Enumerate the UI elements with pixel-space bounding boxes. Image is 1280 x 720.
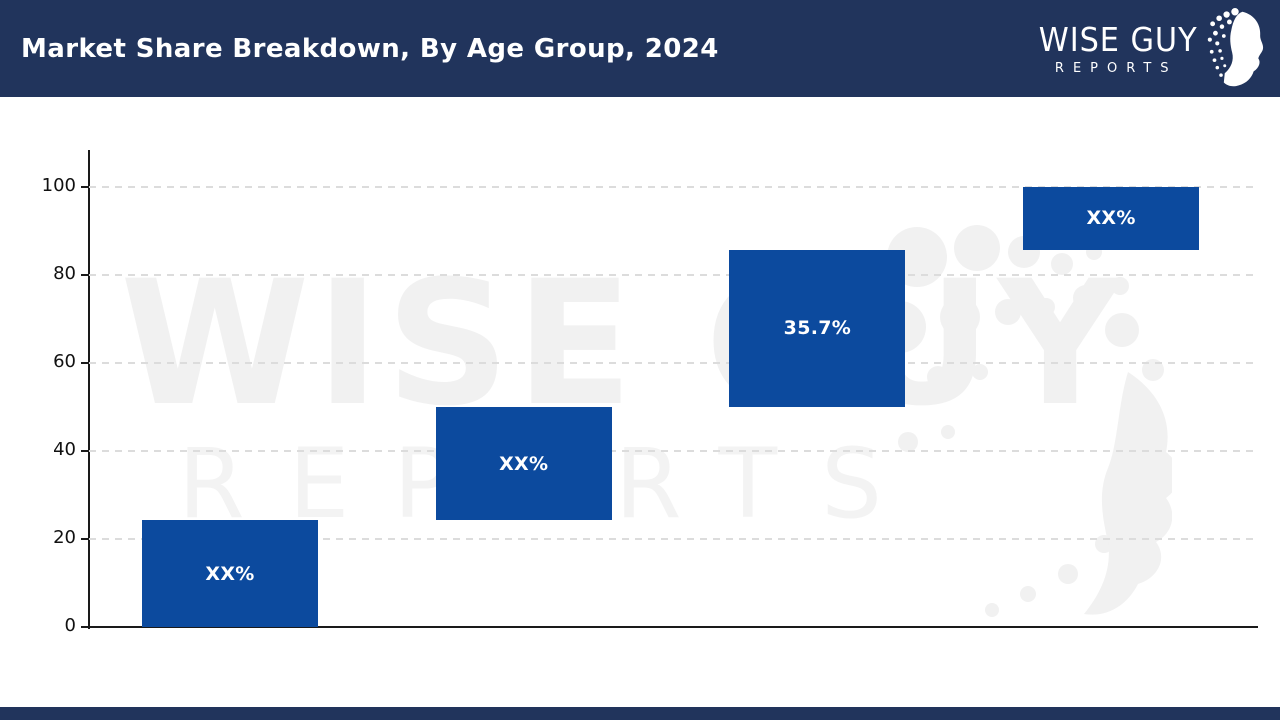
page-title: Market Share Breakdown, By Age Group, 20… [21, 33, 719, 64]
y-tick-label: 60 [53, 351, 76, 372]
y-axis-tick [81, 626, 89, 628]
bar: XX% [142, 520, 318, 627]
bar: XX% [435, 407, 612, 521]
gridline [89, 186, 1256, 188]
y-axis-tick [81, 450, 89, 452]
logo-text: WISE GUY REPORTS [1025, 20, 1198, 76]
y-tick-label: 80 [53, 263, 76, 284]
y-tick-label: 40 [53, 439, 76, 460]
dotted-head-logo-icon [1207, 8, 1264, 87]
gridline [89, 362, 1256, 364]
gridline [89, 538, 1256, 540]
y-axis-tick [81, 538, 89, 540]
bar: 35.7% [729, 249, 906, 407]
logo-subtitle: REPORTS [1054, 60, 1178, 76]
watermark-wordmark: WISE GUY [120, 243, 1129, 444]
header-bar: Market Share Breakdown, By Age Group, 20… [0, 0, 1280, 97]
wise-guy-reports-logo: WISE GUY REPORTS [1025, 8, 1266, 90]
y-tick-label: 0 [64, 615, 76, 636]
gridline [89, 274, 1256, 276]
y-tick-label: 20 [53, 527, 76, 548]
y-axis-tick [81, 362, 89, 364]
y-axis-tick [81, 274, 89, 276]
footer-bar [0, 707, 1280, 720]
bar-value-label: XX% [499, 452, 549, 475]
x-axis-line [87, 626, 1258, 628]
y-axis-tick [81, 186, 89, 188]
logo-name: WISE GUY [1039, 20, 1198, 60]
y-axis-line [88, 150, 90, 629]
chart-plot-area: 020406080100XX%ToddlerXX%Preschool35.7%S… [0, 97, 1280, 707]
gridline [89, 450, 1256, 452]
bar-value-label: XX% [205, 562, 255, 585]
y-tick-label: 100 [41, 175, 76, 196]
bar-value-label: 35.7% [783, 317, 852, 340]
bar-value-label: XX% [1086, 207, 1136, 230]
bar: XX% [1023, 187, 1200, 250]
